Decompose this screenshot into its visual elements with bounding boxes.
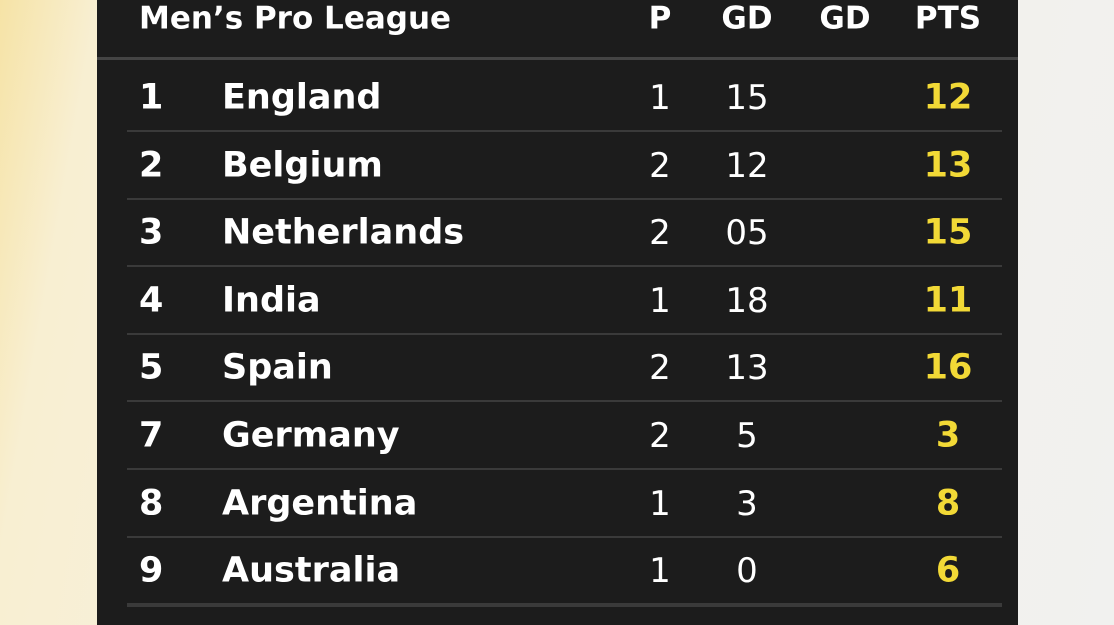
team-name: Belgium [222,145,383,186]
goal-difference: 5 [736,416,758,456]
column-header: PTS [914,0,982,37]
rank: 3 [139,212,164,253]
row-divider [127,400,1002,403]
team-name: Spain [222,347,333,388]
column-header: GD [819,0,871,37]
row-divider [127,265,1002,268]
points: 16 [923,347,973,388]
rank: 8 [139,483,164,524]
points: 11 [923,280,973,321]
row-divider [127,605,1002,607]
goal-difference: 12 [725,145,769,186]
goal-difference: 0 [736,551,758,592]
played: 1 [649,551,671,592]
goal-difference: 18 [725,280,769,321]
rank: 1 [139,77,164,118]
row-divider [127,535,1002,538]
played: 2 [649,348,671,389]
table-title: Men’s Pro League [139,0,452,37]
played: 2 [649,213,671,254]
rank: 5 [139,347,164,388]
row-divider [127,468,1002,470]
points: 15 [923,212,973,253]
team-name: England [222,77,382,118]
goal-difference: 3 [736,483,758,524]
row-divider [127,197,1002,200]
header-divider [97,57,1018,60]
rank: 7 [139,415,164,456]
team-name: Argentina [222,483,418,524]
points: 12 [923,77,973,118]
points: 3 [935,415,961,456]
rank: 4 [139,280,164,321]
points: 6 [935,550,961,591]
column-header: P [648,0,672,37]
row-divider [127,332,1002,335]
points: 13 [923,145,973,186]
played: 1 [649,483,671,524]
goal-difference: 15 [725,78,769,118]
goal-difference: 05 [725,213,769,254]
team-name: Australia [222,550,401,591]
team-name: India [222,280,321,321]
played: 1 [649,280,671,321]
team-name: Netherlands [222,212,465,253]
row-divider [127,603,1002,606]
points: 8 [935,483,961,524]
played: 1 [649,78,671,118]
column-header: GD [721,0,773,37]
rank: 2 [139,145,164,186]
played: 2 [649,416,671,456]
row-divider [127,130,1002,132]
played: 2 [649,145,671,186]
rank: 9 [139,550,164,591]
league-table: Men’s Pro League P GD GD PTS 1 England 1 15 12 2 Be… [97,0,1018,625]
goal-difference: 13 [725,348,769,389]
team-name: Germany [222,415,400,456]
